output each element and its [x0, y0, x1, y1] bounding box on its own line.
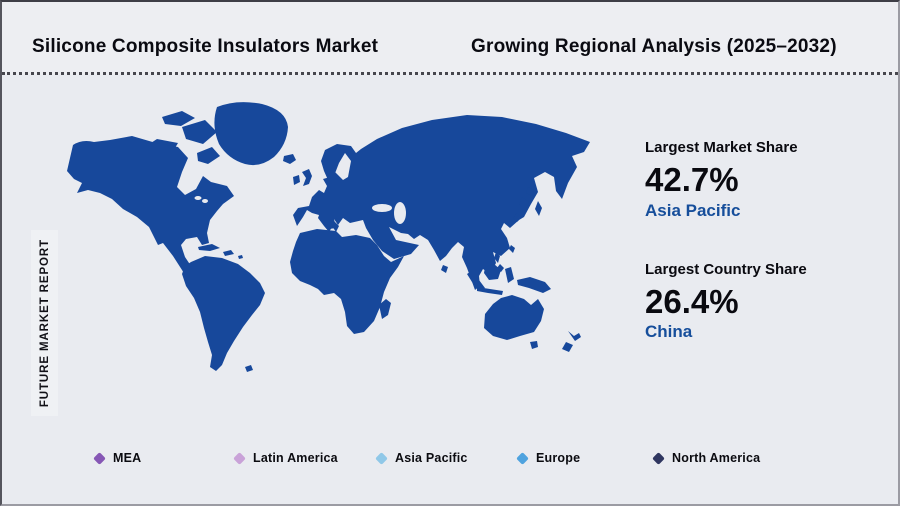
legend-dot-asia-pacific-icon [375, 451, 388, 465]
legend-dot-north-america-icon [652, 451, 665, 465]
page-subtitle: Growing Regional Analysis (2025–2032) [471, 36, 837, 57]
legend-label: Asia Pacific [395, 451, 468, 465]
legend-dot-latin-america-icon [233, 451, 246, 465]
page-title: Silicone Composite Insulators Market [32, 36, 379, 57]
stat-value: 42.7% [645, 161, 739, 198]
stats-panel: Largest Market Share 42.7% Asia Pacific … [645, 139, 885, 342]
inland-seas [194, 196, 406, 224]
legend-label: Latin America [253, 451, 338, 465]
stat-largest-market-share: Largest Market Share 42.7% Asia Pacific [645, 139, 885, 221]
legend: MEA Latin America Asia Pacific Europe No… [2, 449, 898, 469]
world-map-svg [67, 102, 590, 372]
brand-strip: FUTURE MARKET REPORT [31, 230, 58, 416]
legend-dot-europe-icon [516, 451, 529, 465]
header: Silicone Composite Insulators Market Gro… [2, 2, 898, 75]
legend-item-north-america: North America [652, 449, 761, 467]
legend-label: MEA [113, 451, 142, 465]
legend-item-mea: MEA [93, 449, 142, 467]
legend-label: Europe [536, 451, 581, 465]
brand-vertical-label: FUTURE MARKET REPORT [38, 238, 51, 408]
stat-region: China [645, 322, 693, 342]
legend-item-asia-pacific: Asia Pacific [375, 449, 468, 467]
land-masses [67, 102, 590, 372]
stat-value: 26.4% [645, 282, 739, 320]
legend-item-europe: Europe [516, 449, 581, 467]
legend-label: North America [672, 451, 761, 465]
stat-region: Asia Pacific [645, 200, 741, 220]
world-map [62, 97, 597, 382]
legend-item-latin-america: Latin America [233, 449, 338, 467]
stat-label: Largest Market Share [645, 139, 798, 156]
legend-dot-mea-icon [93, 451, 106, 465]
stat-largest-country-share: Largest Country Share 26.4% China [645, 261, 885, 343]
stat-label: Largest Country Share [645, 260, 807, 278]
